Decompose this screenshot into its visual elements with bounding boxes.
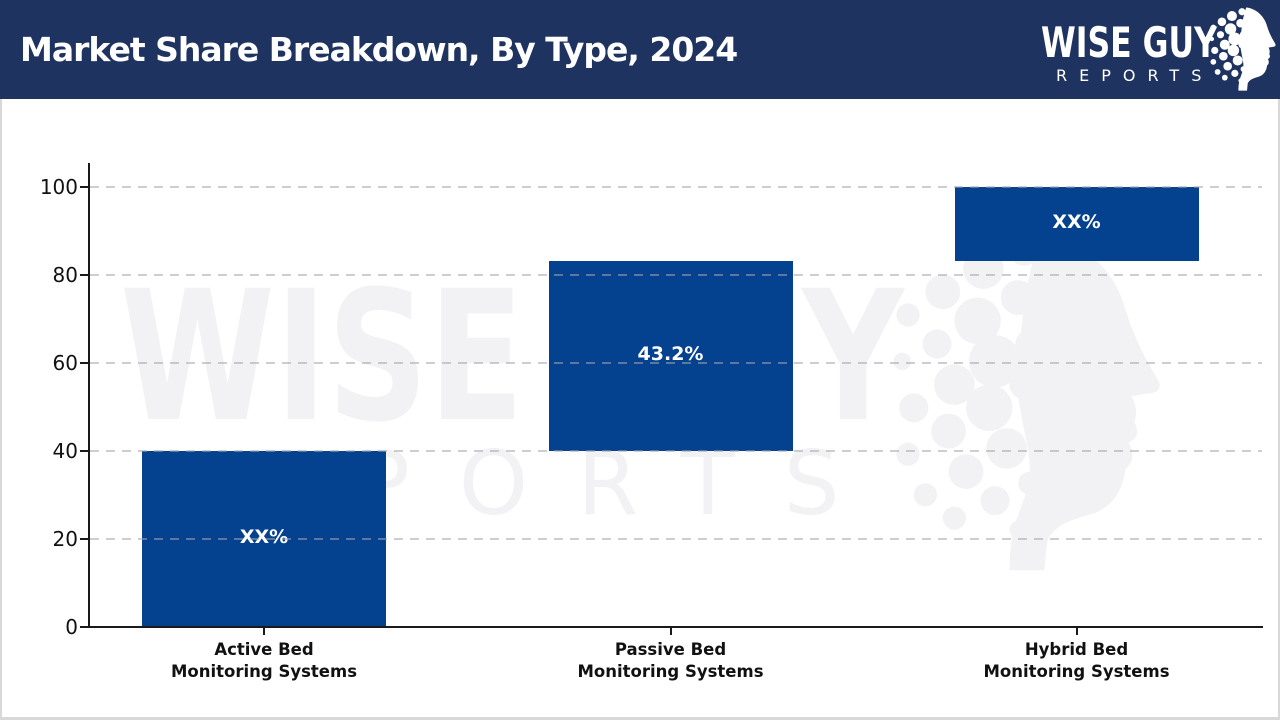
x-tick-mark	[1075, 628, 1078, 635]
x-tick-mark	[263, 628, 265, 635]
y-tick-label: 0	[65, 615, 78, 639]
gridline	[90, 274, 1262, 276]
bar-value-label: XX%	[1052, 210, 1101, 233]
y-tick-label: 80	[52, 263, 78, 287]
y-tick-label: 40	[52, 439, 78, 463]
bar-segment: 43.2%	[548, 260, 793, 451]
page-title: Market Share Breakdown, By Type, 2024	[20, 30, 738, 69]
y-tick-mark	[80, 186, 88, 188]
brand-wordmark: WISE GUY	[1041, 18, 1217, 67]
bar-value-label: 43.2%	[637, 342, 704, 365]
x-category-label: Passive Bed Monitoring Systems	[506, 639, 836, 683]
x-category-label-line: Active Bed	[214, 640, 314, 659]
y-tick-label: 60	[52, 351, 78, 375]
y-tick-mark	[80, 362, 88, 364]
y-tick-mark	[80, 626, 88, 628]
header-bar: Market Share Breakdown, By Type, 2024 WI…	[0, 0, 1280, 99]
x-category-label-line: Passive Bed	[614, 640, 727, 659]
x-category-label: Active Bed Monitoring Systems	[99, 639, 429, 683]
gridline	[90, 186, 1262, 188]
brand-logo: WISE GUY REPORTS	[1036, 4, 1280, 96]
bar-value-label: XX%	[239, 526, 289, 548]
x-category-label-line: Monitoring Systems	[577, 662, 764, 681]
gridline	[90, 450, 1262, 452]
gridline	[90, 362, 1262, 364]
x-category-label-line: Monitoring Systems	[170, 662, 358, 681]
x-category-label-line: Monitoring Systems	[983, 662, 1170, 681]
y-tick-mark	[80, 538, 88, 540]
bar-segment: XX%	[954, 187, 1199, 261]
y-axis	[88, 163, 90, 628]
x-category-label-line: Hybrid Bed	[1024, 640, 1129, 659]
y-tick-mark	[80, 274, 88, 276]
y-tick-label: 100	[39, 175, 78, 199]
y-tick-label: 20	[52, 527, 78, 551]
y-tick-mark	[80, 450, 88, 452]
gridline	[90, 538, 1262, 540]
x-category-label: Hybrid Bed Monitoring Systems	[912, 639, 1242, 683]
x-tick-mark	[669, 628, 672, 635]
brand-face-icon	[1209, 7, 1276, 91]
x-axis	[88, 626, 1263, 628]
brand-subline: REPORTS	[1056, 66, 1214, 85]
